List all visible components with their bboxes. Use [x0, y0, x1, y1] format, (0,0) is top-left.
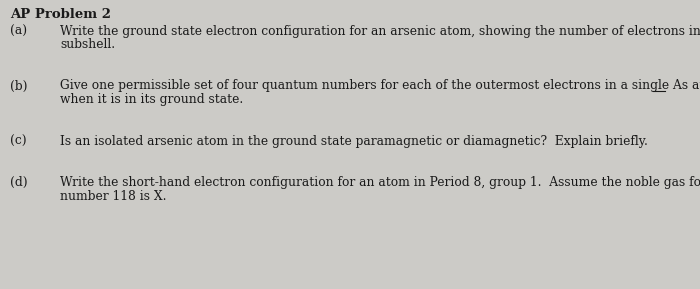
- Text: number 118 is X.: number 118 is X.: [60, 190, 167, 203]
- Text: (c): (c): [10, 134, 27, 147]
- Text: Write the ground state electron configuration for an arsenic atom, showing the n: Write the ground state electron configur…: [60, 25, 700, 38]
- Text: subshell.: subshell.: [60, 38, 115, 51]
- Text: Is an isolated arsenic atom in the ground state paramagnetic or diamagnetic?  Ex: Is an isolated arsenic atom in the groun…: [60, 134, 648, 147]
- Text: when it is in its ground state.: when it is in its ground state.: [60, 93, 244, 106]
- Text: (d): (d): [10, 176, 27, 189]
- Text: (b): (b): [10, 79, 27, 92]
- Text: AP Problem 2: AP Problem 2: [10, 8, 111, 21]
- Text: Give one permissible set of four quantum numbers for each of the outermost elect: Give one permissible set of four quantum…: [60, 79, 700, 92]
- Text: Write the short-hand electron configuration for an atom in Period 8, group 1.  A: Write the short-hand electron configurat…: [60, 176, 700, 189]
- Text: (a): (a): [10, 25, 27, 38]
